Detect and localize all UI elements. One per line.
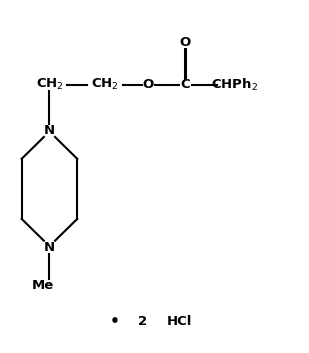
- Text: CHPh$_2$: CHPh$_2$: [211, 77, 258, 93]
- Text: N: N: [44, 241, 55, 253]
- Text: C: C: [180, 78, 190, 91]
- Text: CH$_2$: CH$_2$: [91, 77, 119, 92]
- Text: CH$_2$: CH$_2$: [36, 77, 63, 92]
- Text: O: O: [143, 78, 154, 91]
- Text: HCl: HCl: [167, 315, 192, 328]
- Text: Me: Me: [32, 280, 54, 292]
- Text: N: N: [44, 124, 55, 137]
- Text: •: •: [109, 314, 119, 329]
- Text: O: O: [180, 36, 191, 49]
- Text: 2: 2: [138, 315, 147, 328]
